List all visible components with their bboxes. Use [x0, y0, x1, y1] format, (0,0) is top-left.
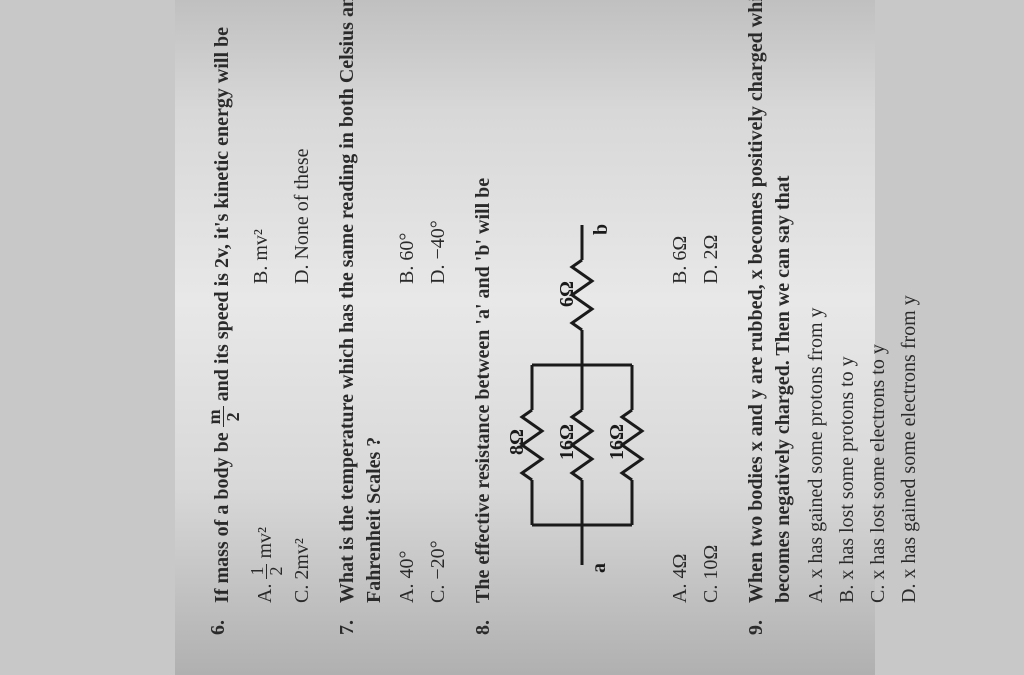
option-c: C. x has lost some electrons to y: [865, 0, 892, 603]
resistor-bot-label: 16Ω: [606, 424, 628, 460]
question-8: 8. The effective resistance between 'a' …: [470, 0, 729, 635]
option-c: C. 2mv²: [289, 284, 316, 603]
exam-page: 6. If mass of a body be m2 and its speed…: [175, 0, 875, 675]
question-7: 7. What is the temperature which has the…: [334, 0, 456, 635]
option-c: C. −20°: [425, 284, 452, 603]
node-a-label: a: [588, 563, 610, 573]
option-b: B. 60°: [394, 0, 421, 284]
question-6: 6. If mass of a body be m2 and its speed…: [205, 0, 320, 635]
circuit-diagram: 8Ω 16Ω 16Ω 6Ω a b: [507, 0, 657, 575]
q6-text-after: and its speed is 2v, it's kinetic energy…: [211, 27, 233, 406]
q6-text-before: If mass of a body be: [211, 427, 233, 603]
option-d: D. 2Ω: [698, 0, 725, 284]
option-b: B. x has lost some protons to y: [834, 0, 861, 603]
resistor-top-label: 8Ω: [507, 429, 528, 455]
option-a: A. 12 mv²: [248, 284, 285, 603]
option-b: B. 6Ω: [667, 0, 694, 284]
option-b: B. mv²: [248, 0, 285, 284]
option-a: A. x has gained some protons from y: [803, 0, 830, 603]
question-number: 7.: [334, 603, 388, 635]
option-d: D. x has gained some electrons from y: [896, 0, 923, 603]
option-d: D. −40°: [425, 0, 452, 284]
option-c: C. 10Ω: [698, 284, 725, 603]
option-a: A. 40°: [394, 284, 421, 603]
question-text: If mass of a body be m2 and its speed is…: [205, 0, 242, 603]
question-text: The effective resistance between 'a' and…: [470, 0, 497, 603]
resistor-mid-label: 16Ω: [556, 424, 578, 460]
fraction: 12: [248, 564, 285, 579]
question-text: What is the temperature which has the sa…: [334, 0, 388, 603]
question-number: 9.: [743, 603, 797, 635]
question-9: 9. When two bodies x and y are rubbed, x…: [743, 0, 927, 635]
fraction: m2: [205, 406, 242, 427]
question-number: 8.: [470, 603, 497, 635]
resistor-right-label: 6Ω: [556, 281, 578, 307]
question-text: When two bodies x and y are rubbed, x be…: [743, 0, 797, 603]
node-b-label: b: [590, 224, 612, 235]
question-number: 6.: [205, 603, 242, 635]
option-d: D. None of these: [289, 0, 316, 284]
option-a: A. 4Ω: [667, 284, 694, 603]
